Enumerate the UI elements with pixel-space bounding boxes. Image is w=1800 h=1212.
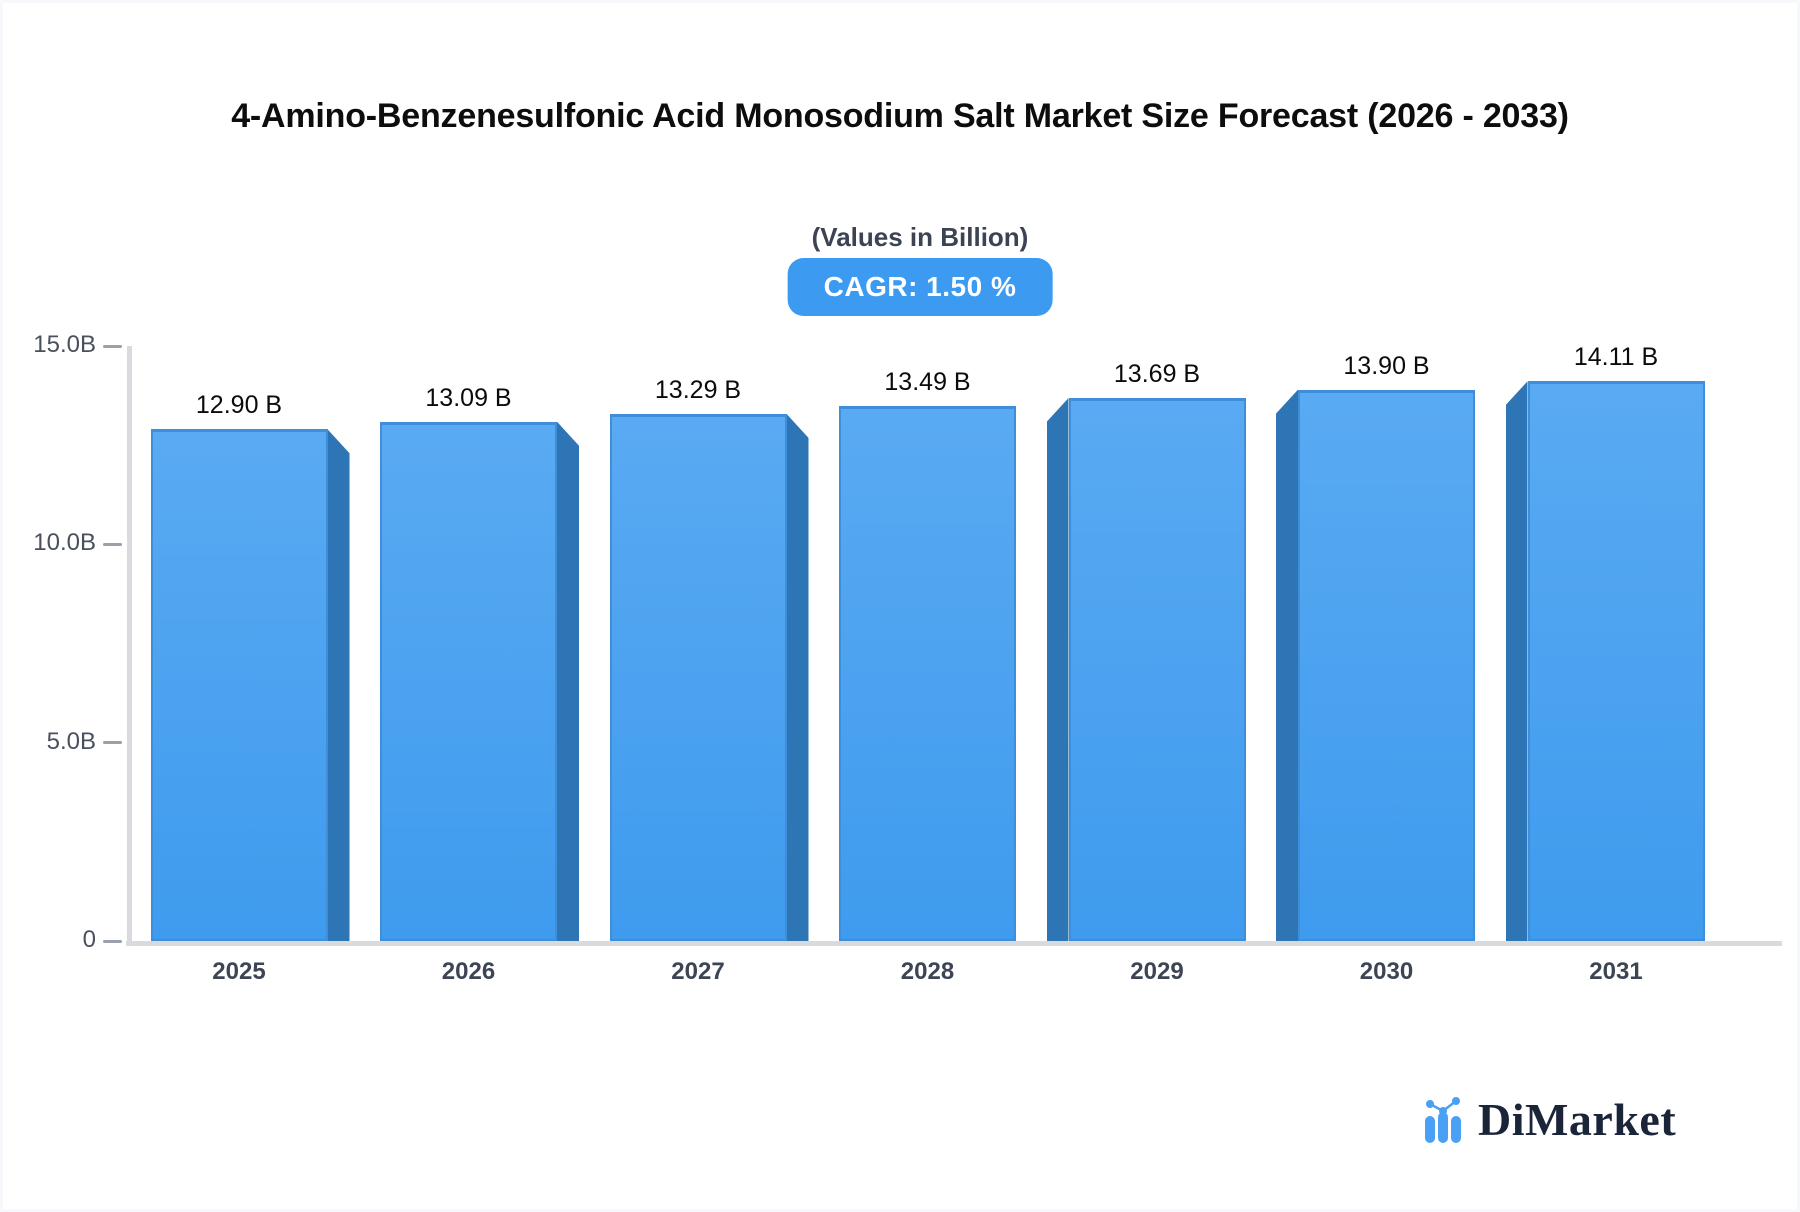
y-axis-tick-label: 5.0B [46,727,96,755]
y-axis-tick-mark [103,741,122,745]
bar-value-label: 14.11 B [1573,343,1659,372]
x-axis-label: 2030 [1359,958,1414,985]
bar-line-chart-icon [1425,1097,1461,1143]
bar-value-label: 13.49 B [884,367,971,396]
x-axis-label: 2025 [212,958,266,985]
bar-3d-side [557,421,579,941]
x-axis-label: 2031 [1589,958,1643,985]
y-axis-tick-mark [103,344,122,348]
bar-value-label: 13.29 B [654,375,742,404]
cagr-badge: CAGR: 1.50 % [787,258,1053,316]
y-axis-tick-mark [103,542,122,546]
bar-value-label: 13.09 B [425,383,512,412]
bar-2031[interactable] [1527,381,1705,941]
bar-2026[interactable] [380,421,557,941]
bar-3d-side [786,413,809,941]
dimarket-logo-text: DiMarket [1478,1094,1677,1145]
bar-3d-side [327,429,350,941]
bar-2027[interactable] [609,413,787,941]
bar-2029[interactable] [1068,397,1246,941]
x-axis-label: 2027 [671,958,725,985]
y-axis-tick-label: 0 [82,926,96,953]
x-axis-label: 2029 [1130,958,1184,985]
bar-value-label: 13.69 B [1113,359,1201,388]
y-axis-tick-mark [103,939,122,943]
x-axis-line [126,941,1782,946]
x-axis-label: 2028 [900,958,955,985]
bar-value-label: 13.90 B [1343,351,1430,380]
bar-2025[interactable] [150,429,328,941]
y-axis-tick-label: 15.0B [33,331,96,358]
x-axis-label: 2026 [441,958,496,985]
y-axis-line [127,346,132,946]
bar-2030[interactable] [1298,389,1475,941]
chart-title: 4-Amino-Benzenesulfonic Acid Monosodium … [231,97,1569,135]
bar-value-label: 12.90 B [195,391,283,420]
y-axis-tick-label: 10.0B [33,529,96,557]
bar-2028[interactable] [839,405,1016,941]
bar-3d-side [1046,397,1069,941]
chart-subtitle: (Values in Billion) [811,222,1029,252]
bar-3d-side [1505,381,1528,941]
dimarket-logo: DiMarket [1421,1096,1676,1143]
bar-3d-side [1276,389,1298,941]
